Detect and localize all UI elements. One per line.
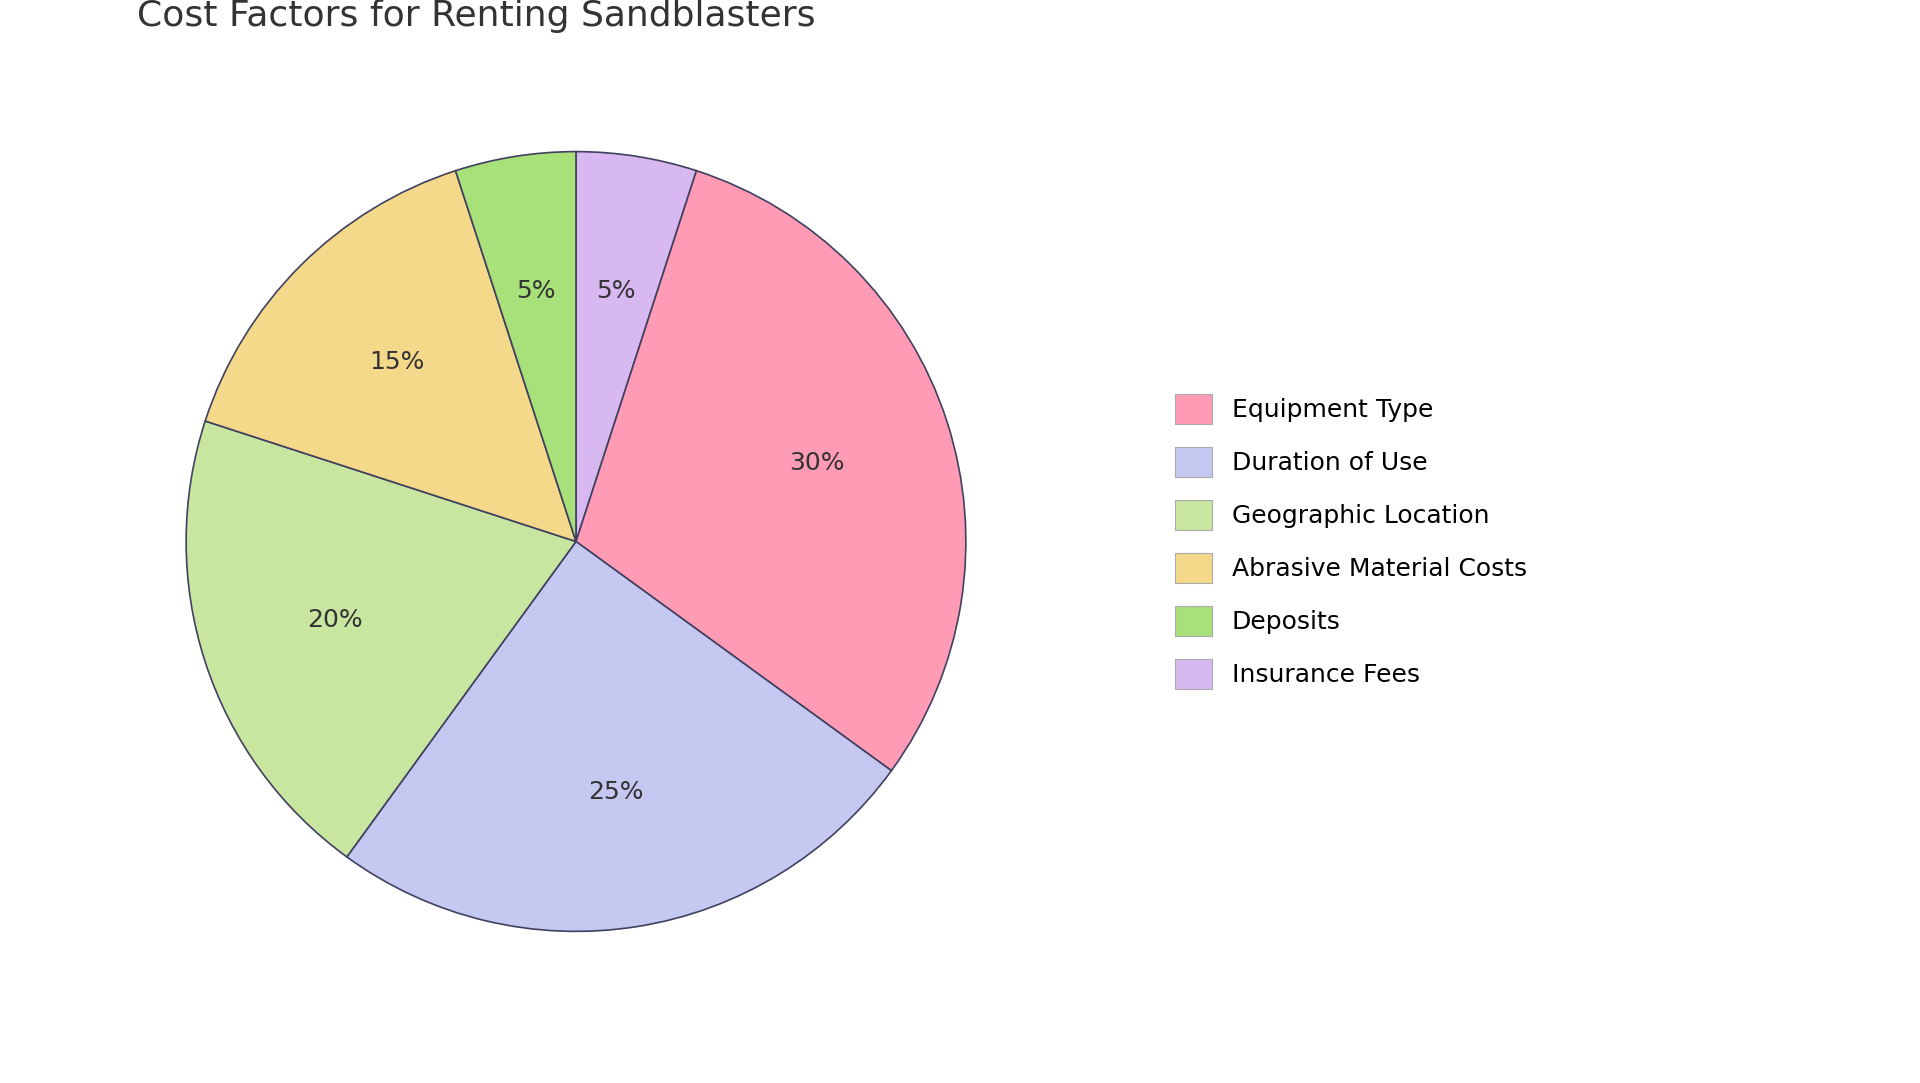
Text: Cost Factors for Renting Sandblasters: Cost Factors for Renting Sandblasters bbox=[138, 0, 816, 34]
Wedge shape bbox=[186, 421, 576, 857]
Text: 5%: 5% bbox=[595, 279, 636, 303]
Wedge shape bbox=[576, 152, 697, 542]
Text: 20%: 20% bbox=[307, 608, 363, 631]
Legend: Equipment Type, Duration of Use, Geographic Location, Abrasive Material Costs, D: Equipment Type, Duration of Use, Geograp… bbox=[1165, 383, 1538, 700]
Wedge shape bbox=[205, 171, 576, 542]
Text: 25%: 25% bbox=[588, 780, 643, 804]
Text: 5%: 5% bbox=[516, 279, 557, 303]
Text: 30%: 30% bbox=[789, 452, 845, 475]
Wedge shape bbox=[348, 542, 891, 931]
Wedge shape bbox=[576, 171, 966, 771]
Wedge shape bbox=[455, 152, 576, 542]
Text: 15%: 15% bbox=[369, 350, 424, 375]
